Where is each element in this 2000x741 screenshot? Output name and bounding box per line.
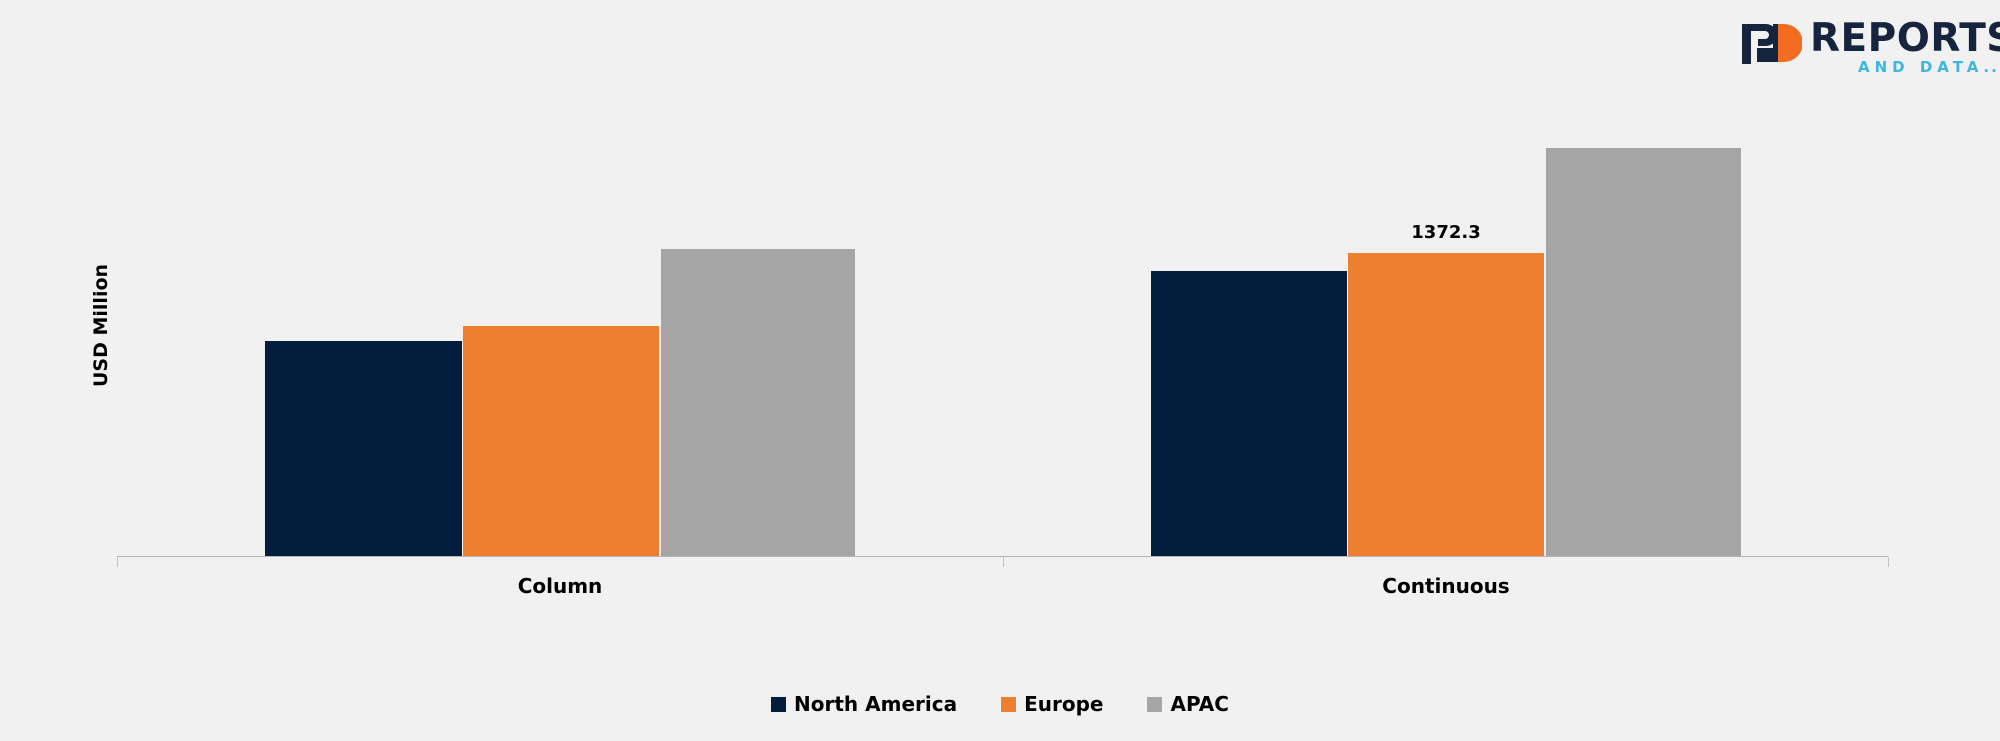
legend-label: Europe — [1024, 692, 1104, 716]
legend-swatch-icon — [1147, 696, 1163, 712]
legend-swatch-icon — [771, 696, 787, 712]
legend-item-apac[interactable]: APAC — [1147, 692, 1229, 716]
x-axis-tick-1 — [1003, 557, 1004, 567]
bar-europe-column — [463, 326, 659, 556]
x-axis-label-continuous: Continuous — [1382, 574, 1510, 598]
logo-dots: .... — [1983, 58, 2000, 76]
x-axis-tick-0 — [117, 557, 118, 567]
legend-item-europe[interactable]: Europe — [1001, 692, 1103, 716]
logo-wordmark: REPORTS — [1810, 16, 2000, 61]
x-axis-tick-2 — [1888, 557, 1889, 567]
legend-label: APAC — [1170, 692, 1229, 716]
bar-europe-continuous — [1348, 252, 1544, 556]
logo-subword: AND DATA.... — [1858, 58, 2000, 76]
bar-apac-continuous — [1546, 147, 1741, 556]
rd-monogram-icon — [1742, 24, 1802, 64]
x-axis-label-column: Column — [517, 574, 603, 598]
chart-legend: North America Europe APAC — [0, 692, 2000, 716]
legend-item-north-america[interactable]: North America — [771, 692, 957, 716]
logo-subword-text: AND DATA — [1858, 58, 1984, 76]
y-axis-title: USD Million — [90, 263, 112, 387]
bar-value-label: 1372.3 — [1411, 222, 1481, 243]
legend-label: North America — [794, 692, 958, 716]
bar-apac-column — [661, 249, 855, 556]
bar-north-america-column — [265, 340, 462, 556]
brand-logo: REPORTS AND DATA.... — [1740, 18, 2000, 80]
x-axis-line — [117, 556, 1888, 557]
legend-swatch-icon — [1001, 696, 1017, 712]
bar-north-america-continuous — [1151, 270, 1347, 556]
